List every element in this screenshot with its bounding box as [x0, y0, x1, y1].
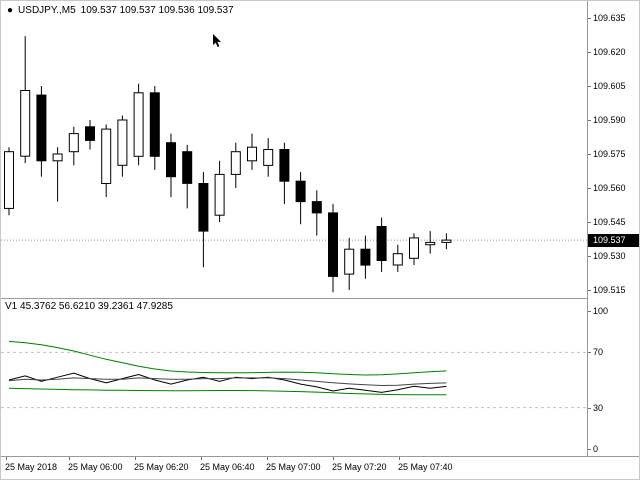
candle-body-down [182, 151, 193, 184]
indicator-label: V1 45.3762 56.6210 39.2361 47.9285 [5, 301, 173, 312]
time-axis-label: 25 May 07:00 [266, 462, 321, 472]
price-axis-tick [588, 256, 591, 257]
mouse-cursor-icon [213, 34, 221, 47]
candle-body-down [279, 149, 290, 182]
time-axis[interactable]: 25 May 2018 25 May 06:00 25 May 06:20 25 Ma… [1, 457, 639, 479]
time-axis-tick [6, 457, 7, 460]
candle-body-down [376, 226, 387, 261]
price-axis-tick [588, 18, 591, 19]
candle-body-up [133, 92, 144, 157]
price-axis-tick [588, 408, 591, 409]
candle-body-up [409, 237, 419, 259]
price-axis-tick [588, 188, 591, 189]
price-axis-tick [588, 154, 591, 155]
candle-body-down [360, 248, 371, 266]
ohlc-quotes: 109.537 109.537 109.536 109.537 [80, 5, 234, 16]
candle-body-up [4, 151, 14, 209]
candle-body-up [263, 149, 274, 166]
time-axis-tick [333, 457, 334, 460]
indicator-line-main [8, 372, 447, 393]
main-chart-area[interactable]: ● USDJPY.,M5 109.537 109.537 109.536 109.5… [1, 1, 587, 298]
indicator-line-signal [8, 377, 447, 387]
price-axis-label: 109.530 [593, 251, 626, 261]
candle-body-up [441, 239, 452, 243]
chart-indicator-separator[interactable] [1, 298, 639, 299]
price-axis-tick [588, 352, 591, 353]
price-axis-tick [588, 311, 591, 312]
candle-body-up [247, 146, 257, 162]
candle-body-up [20, 90, 31, 157]
price-axis-tick [588, 290, 591, 291]
time-axis-separator[interactable] [1, 456, 639, 457]
time-axis-tick [135, 457, 136, 460]
candle-body-up [117, 119, 128, 166]
symbol-bullet-icon: ● [7, 5, 14, 16]
price-axis-label: 109.635 [593, 13, 626, 23]
candle-body-up [214, 173, 225, 216]
price-axis-label: 109.515 [593, 285, 626, 295]
candle-body-up [52, 153, 63, 162]
candle-body-down [295, 180, 306, 203]
candle-body-up [392, 253, 403, 266]
candle-body-up [101, 128, 112, 185]
indicator-chart[interactable] [1, 299, 587, 456]
price-axis-label: 109.605 [593, 81, 626, 91]
symbol-label: USDJPY.,M5 [18, 5, 76, 16]
indicator-subwindow[interactable]: V1 45.3762 56.6210 39.2361 47.9285 [1, 299, 587, 456]
candle-body-down [85, 126, 95, 141]
price-axis-label: 109.620 [593, 47, 626, 57]
candle-body-up [68, 133, 79, 153]
indicator-line-band-upper [8, 340, 447, 376]
price-axis-label: 109.575 [593, 149, 626, 159]
indicator-axis-label: 30 [593, 403, 604, 413]
price-axis-tick [588, 86, 591, 87]
chart-header: ● USDJPY.,M5 109.537 109.537 109.536 109.5… [7, 5, 239, 16]
time-axis-tick [69, 457, 70, 460]
candlestick-chart[interactable] [1, 1, 587, 298]
candle-body-up [344, 248, 355, 275]
indicator-axis-label: 0 [593, 444, 599, 454]
price-axis-tick [588, 120, 591, 121]
price-axis-tick [588, 449, 591, 450]
indicator-axis-label: 70 [593, 347, 604, 357]
time-axis-label: 25 May 07:40 [398, 462, 453, 472]
price-axis-tick [588, 222, 591, 223]
time-axis-label: 25 May 06:20 [134, 462, 189, 472]
candle-body-down [149, 92, 160, 157]
time-axis-tick [201, 457, 202, 460]
time-axis-tick [399, 457, 400, 460]
price-axis-label: 109.590 [593, 115, 626, 125]
price-axis[interactable]: 109.537 109.635 109.620 109.605 109.590 109.… [587, 1, 639, 456]
time-axis-tick [267, 457, 268, 460]
candle-body-down [166, 142, 176, 178]
candle-body-down [328, 212, 338, 277]
time-axis-label: 25 May 07:20 [332, 462, 387, 472]
candle-body-down [36, 94, 47, 162]
candle-body-up [230, 151, 241, 175]
price-axis-label: 109.545 [593, 217, 626, 227]
candle-body-down [311, 201, 322, 214]
price-axis-label: 109.560 [593, 183, 626, 193]
current-price-badge: 109.537 [588, 233, 639, 247]
price-axis-tick [588, 52, 591, 53]
time-axis-label: 25 May 06:00 [68, 462, 123, 472]
candle-body-down [198, 183, 209, 232]
time-axis-label: 25 May 2018 [5, 462, 58, 472]
candle-body-up [425, 241, 436, 246]
time-axis-label: 25 May 06:40 [200, 462, 255, 472]
indicator-line-band-lower [8, 387, 447, 396]
indicator-axis-label: 100 [593, 306, 609, 316]
